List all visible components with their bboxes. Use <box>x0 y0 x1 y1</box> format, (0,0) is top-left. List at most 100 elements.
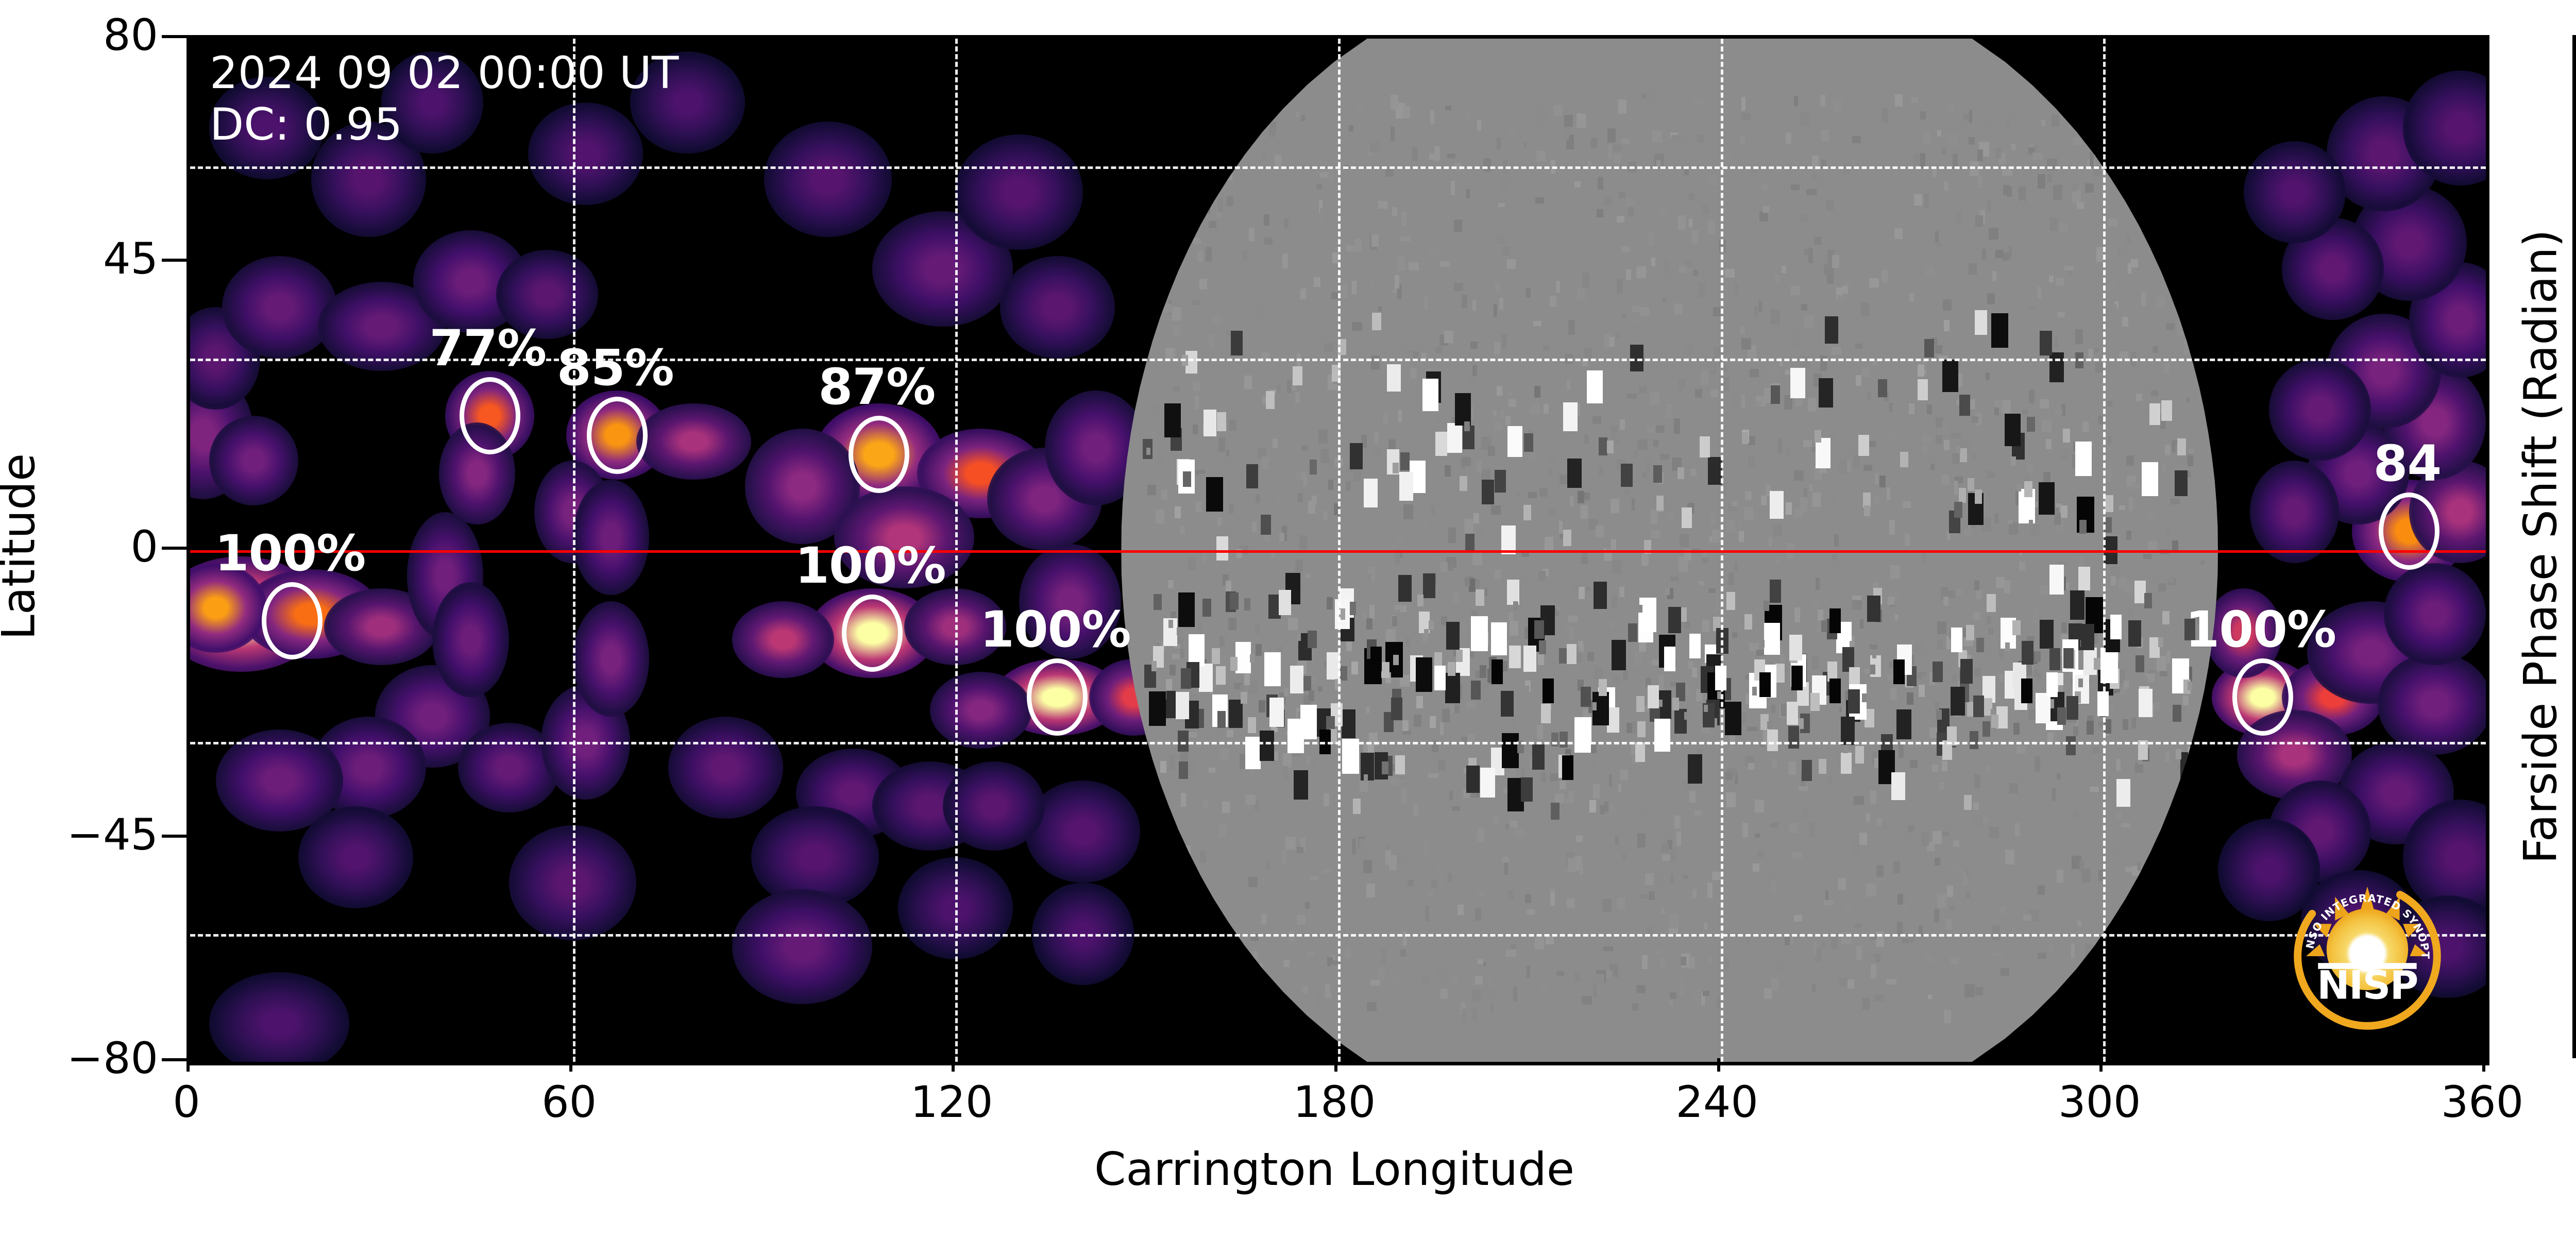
magnetogram-pixel <box>1609 803 1616 815</box>
magnetogram-pixel <box>1168 755 1175 769</box>
magnetogram-pixel <box>2166 650 2171 663</box>
magnetogram-pixel <box>1370 284 1375 292</box>
magnetogram-pixel <box>1809 483 1814 491</box>
magnetogram-pixel <box>1505 824 1509 829</box>
magnetogram-pixel <box>1667 513 1673 520</box>
magnetogram-pixel <box>1726 792 1736 807</box>
magnetogram-pixel <box>1252 951 1258 963</box>
magnetogram-pixel <box>1579 645 1584 652</box>
magnetogram-pixel <box>2061 634 2071 639</box>
magnetogram-pixel <box>1472 1007 1477 1022</box>
magnetogram-pixel <box>1895 94 1903 107</box>
magnetogram-pixel <box>1585 587 1590 591</box>
magnetogram-pixel <box>1852 841 1860 857</box>
magnetogram-pixel <box>1670 682 1675 687</box>
magnetogram-pixel <box>1378 201 1387 209</box>
farside-phase-blob <box>1031 883 1134 986</box>
magnetogram-pixel <box>1641 93 1648 99</box>
magnetogram-active-region <box>1713 617 1721 632</box>
magnetogram-pixel <box>1973 814 1983 828</box>
magnetogram-pixel <box>1747 726 1757 731</box>
magnetogram-pixel <box>1866 957 1876 963</box>
farside-phase-blob <box>955 134 1083 250</box>
magnetogram-pixel <box>1838 977 1848 987</box>
magnetogram-pixel <box>1421 353 1427 359</box>
magnetogram-active-region <box>2033 669 2039 677</box>
magnetogram-pixel <box>1937 129 1941 137</box>
magnetogram-pixel <box>2125 867 2134 872</box>
magnetogram-active-region <box>1578 679 1584 691</box>
magnetogram-pixel <box>1823 264 1834 275</box>
magnetogram-pixel <box>1820 95 1825 107</box>
magnetogram-pixel <box>1402 106 1410 118</box>
magnetogram-pixel <box>1632 306 1640 312</box>
magnetogram-pixel <box>1791 285 1800 295</box>
magnetogram-pixel <box>1548 508 1556 516</box>
magnetogram-active-region <box>1508 612 1514 621</box>
magnetogram-pixel <box>1515 492 1520 497</box>
detection-annotations: 77% 85% 87% 100% 100% 100% 84 100% <box>190 39 2486 1062</box>
magnetogram-pixel <box>1801 303 1808 311</box>
magnetogram-pixel <box>2089 787 2099 792</box>
magnetogram-pixel <box>2019 550 2023 555</box>
magnetogram-pixel <box>1445 106 1452 110</box>
magnetogram-pixel <box>1431 879 1437 889</box>
magnetogram-pixel <box>2146 512 2154 527</box>
magnetogram-pixel <box>1319 172 1330 178</box>
magnetogram-pixel <box>1686 261 1693 268</box>
magnetogram-pixel <box>1462 737 1470 743</box>
magnetogram-pixel <box>2187 449 2194 454</box>
detection-confidence-label: 77% <box>429 319 547 378</box>
magnetogram-pixel <box>1681 630 1690 640</box>
magnetogram-pixel <box>1173 643 1181 649</box>
magnetogram-pixel <box>1511 944 1517 949</box>
magnetogram-pixel <box>2116 811 2122 820</box>
magnetogram-pixel <box>1270 121 1276 131</box>
magnetogram-pixel <box>1941 148 1946 155</box>
magnetogram-pixel <box>1283 960 1290 968</box>
synoptic-map-axes[interactable]: 77% 85% 87% 100% 100% 100% 84 100% 2024 09 02 0… <box>187 35 2489 1065</box>
x-axis-tick-label: 0 <box>173 1077 200 1127</box>
magnetogram-active-region <box>1933 662 1943 683</box>
magnetogram-pixel <box>1503 787 1512 793</box>
magnetogram-pixel <box>1318 430 1328 444</box>
magnetogram-pixel <box>1969 109 1973 124</box>
magnetogram-pixel <box>1205 246 1212 262</box>
magnetogram-pixel <box>1656 160 1661 167</box>
magnetogram-pixel <box>1748 763 1754 770</box>
magnetogram-active-region <box>1179 649 1184 658</box>
magnetogram-pixel <box>1494 342 1500 355</box>
magnetogram-pixel <box>1754 800 1765 813</box>
magnetogram-pixel <box>1550 295 1556 307</box>
magnetogram-pixel <box>1424 296 1428 310</box>
magnetogram-pixel <box>1436 866 1440 872</box>
magnetogram-pixel <box>2075 717 2079 731</box>
magnetogram-pixel <box>1344 947 1352 959</box>
magnetogram-pixel <box>1397 256 1405 272</box>
magnetogram-pixel <box>1894 228 1903 240</box>
magnetogram-pixel <box>1791 334 1801 350</box>
farside-phase-blob <box>2218 819 2320 921</box>
magnetogram-pixel <box>1628 207 1635 217</box>
magnetogram-pixel <box>1723 366 1728 373</box>
magnetogram-pixel <box>1662 843 1669 852</box>
magnetogram-pixel <box>1889 402 1893 412</box>
magnetogram-pixel <box>1618 192 1626 199</box>
magnetogram-pixel <box>1507 889 1514 900</box>
magnetogram-pixel <box>1733 394 1737 410</box>
magnetogram-pixel <box>1732 632 1738 638</box>
magnetogram-pixel <box>1301 114 1305 122</box>
magnetogram-pixel <box>1670 576 1679 582</box>
magnetogram-pixel <box>2197 612 2202 625</box>
magnetogram-pixel <box>2090 578 2096 591</box>
magnetogram-pixel <box>1507 259 1516 269</box>
magnetogram-pixel <box>2001 968 2009 976</box>
magnetogram-pixel <box>1981 817 1988 824</box>
magnetogram-pixel <box>2001 906 2005 913</box>
magnetogram-active-region <box>1628 623 1638 642</box>
magnetogram-pixel <box>1867 392 1872 399</box>
magnetogram-pixel <box>1324 343 1333 352</box>
magnetogram-pixel <box>1694 987 1700 1002</box>
magnetogram-pixel <box>1907 895 1912 904</box>
